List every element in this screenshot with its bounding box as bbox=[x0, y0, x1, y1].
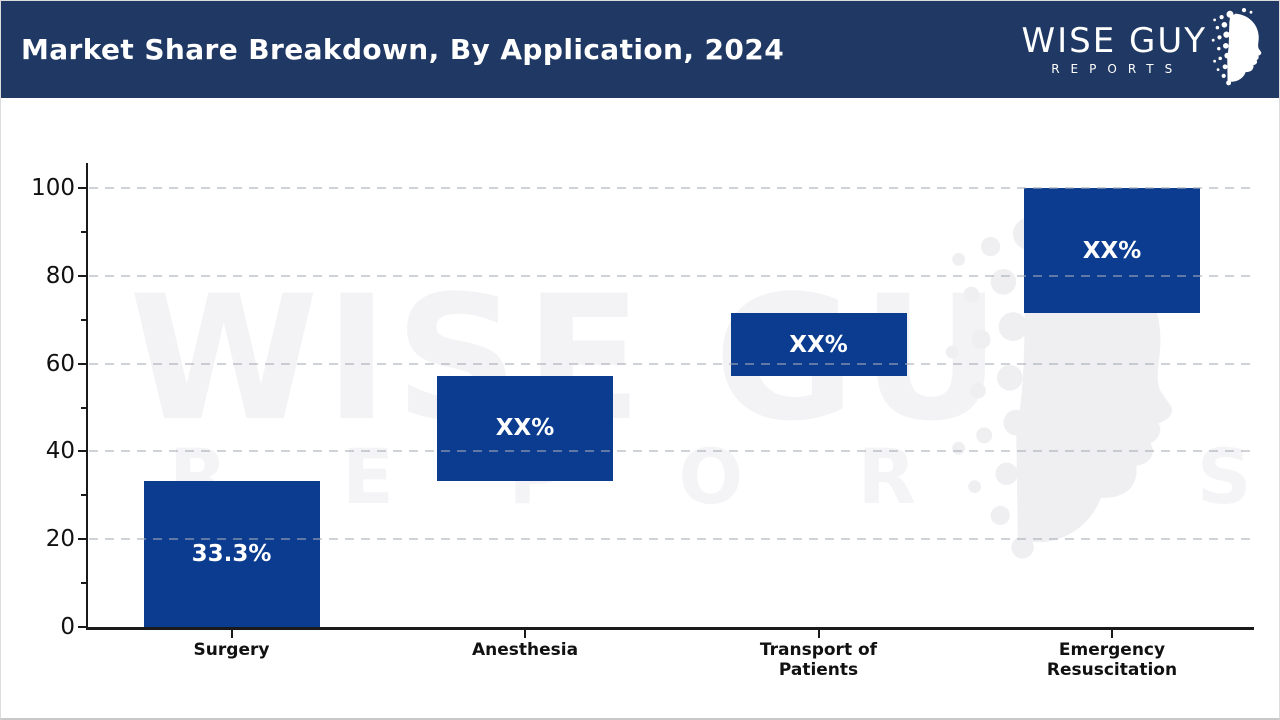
x-tick-emergency-resuscitation bbox=[1111, 630, 1113, 638]
gridline-100 bbox=[89, 187, 1254, 189]
x-tick-transport-of-patients bbox=[817, 630, 820, 638]
y-minor-tick-50 bbox=[81, 406, 86, 409]
y-minor-tick-30 bbox=[81, 494, 86, 497]
x-tick-anesthesia bbox=[524, 630, 526, 638]
y-minor-tick-70 bbox=[81, 318, 86, 321]
bar-value-label-surgery: 33.3% bbox=[191, 540, 272, 567]
x-tick-label-line: Patients bbox=[778, 660, 859, 680]
bar-value-label-emergency-resuscitation: XX% bbox=[1082, 237, 1142, 264]
bar-surgery bbox=[143, 480, 320, 627]
x-tick-label-transport-of-patients: Transport of Patients bbox=[699, 640, 939, 680]
y-tick-80 bbox=[78, 274, 86, 277]
y-tick-label: 80 bbox=[45, 262, 75, 289]
x-tick-label-line: Resuscitation bbox=[1046, 660, 1178, 680]
gridline-80 bbox=[89, 274, 1254, 277]
logo-subtitle: REPORTS bbox=[1051, 61, 1184, 76]
y-tick-label: 0 bbox=[60, 614, 75, 640]
y-tick-label: 60 bbox=[45, 350, 75, 377]
logo-text: WISE GUY REPORTS bbox=[1021, 24, 1207, 76]
y-tick-20 bbox=[78, 538, 86, 541]
x-tick-label-anesthesia: Anesthesia bbox=[405, 640, 645, 660]
bar-value-label-anesthesia: XX% bbox=[495, 415, 555, 442]
header-band: Market Share Breakdown, By Application, … bbox=[1, 1, 1279, 98]
x-tick-label-line: Anesthesia bbox=[471, 640, 579, 660]
y-axis bbox=[86, 163, 88, 629]
y-tick-60 bbox=[78, 362, 86, 365]
y-tick-100 bbox=[78, 187, 86, 189]
dotted-face-icon bbox=[1211, 7, 1262, 85]
x-tick-label-line: Surgery bbox=[193, 640, 270, 660]
bar-anesthesia bbox=[437, 375, 613, 481]
logo-wordmark: WISE GUY bbox=[1021, 20, 1207, 61]
y-tick-label: 20 bbox=[45, 526, 75, 553]
gridline-40 bbox=[89, 450, 1254, 453]
x-tick-surgery bbox=[230, 630, 233, 638]
y-tick-label: 100 bbox=[31, 175, 75, 201]
x-tick-label-line: Transport of bbox=[759, 640, 878, 660]
x-tick-label-emergency-resuscitation: Emergency Resuscitation bbox=[992, 640, 1232, 680]
x-tick-label-line: Emergency bbox=[1058, 640, 1166, 660]
gridline-60 bbox=[89, 362, 1254, 365]
bar-value-label-transport-of-patients: XX% bbox=[789, 331, 848, 358]
y-tick-label: 40 bbox=[45, 438, 75, 465]
y-tick-40 bbox=[78, 450, 86, 453]
wise-guy-reports-logo: WISE GUY REPORTS bbox=[1021, 7, 1267, 92]
gridline-20 bbox=[89, 538, 1254, 541]
x-tick-label-surgery: Surgery bbox=[112, 640, 352, 660]
bar-emergency-resuscitation bbox=[1024, 188, 1200, 314]
x-axis bbox=[86, 627, 1254, 630]
y-minor-tick-90 bbox=[81, 230, 86, 233]
bar-transport-of-patients bbox=[730, 313, 907, 376]
y-tick-0 bbox=[78, 626, 86, 628]
y-minor-tick-10 bbox=[81, 582, 86, 585]
page-title: Market Share Breakdown, By Application, … bbox=[21, 33, 785, 66]
